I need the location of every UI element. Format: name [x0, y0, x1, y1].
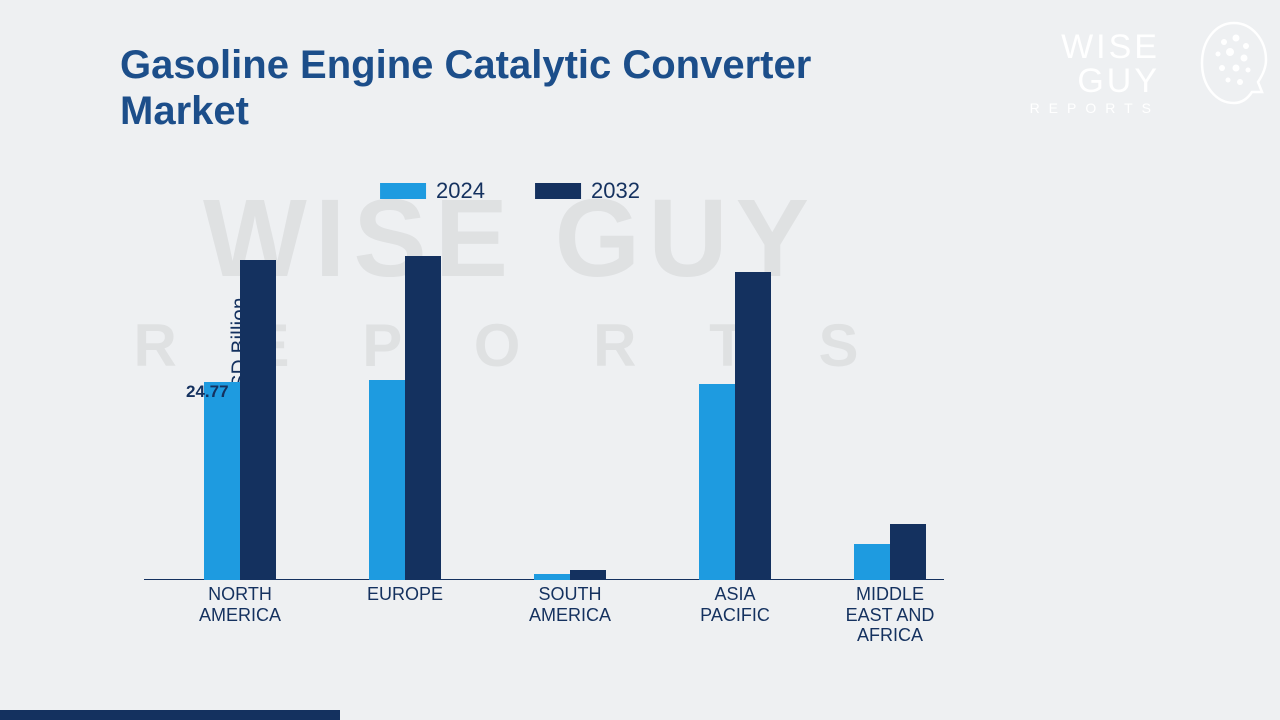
bar [890, 524, 926, 580]
bar-group [534, 570, 606, 580]
bar [369, 380, 405, 580]
right-panel: WISE GUY REPORTS [970, 0, 1280, 720]
bar-group [369, 256, 441, 580]
x-axis-label: MIDDLE EAST AND AFRICA [835, 584, 945, 646]
x-axis-label: SOUTH AMERICA [515, 584, 625, 625]
chart-area: Market Size in USD Billion 2024 2032 24.… [70, 170, 950, 670]
bar [735, 272, 771, 580]
legend-swatch-2024 [380, 183, 426, 199]
legend: 2024 2032 [380, 178, 640, 204]
bar-group [204, 260, 276, 580]
legend-item-2032: 2032 [535, 178, 640, 204]
bar [204, 382, 240, 580]
chart-title: Gasoline Engine Catalytic Converter Mark… [120, 42, 820, 134]
bar-group [699, 272, 771, 580]
brand-line2: REPORTS [970, 100, 1160, 116]
legend-label-2032: 2032 [591, 178, 640, 204]
x-axis-label: NORTH AMERICA [185, 584, 295, 625]
bar [240, 260, 276, 580]
bar [405, 256, 441, 580]
page: WISE GUY REPORTS Gasoline Engine Catalyt… [0, 0, 1280, 720]
value-label: 24.77 [186, 382, 229, 402]
bar [570, 570, 606, 580]
logo-head-icon [1194, 18, 1274, 108]
x-axis-label: ASIA PACIFIC [685, 584, 785, 625]
plot-region: 24.77 [144, 220, 944, 580]
bar [854, 544, 890, 580]
brand-logo: WISE GUY REPORTS [970, 30, 1160, 116]
bar-group [854, 524, 926, 580]
legend-label-2024: 2024 [436, 178, 485, 204]
brand-line1: WISE GUY [970, 30, 1160, 98]
legend-swatch-2032 [535, 183, 581, 199]
x-axis-label: EUROPE [360, 584, 450, 605]
bar [534, 574, 570, 580]
x-axis-labels: NORTH AMERICA EUROPE SOUTH AMERICA ASIA PAC… [144, 584, 944, 684]
legend-item-2024: 2024 [380, 178, 485, 204]
bar [699, 384, 735, 580]
bottom-strip [0, 710, 340, 720]
